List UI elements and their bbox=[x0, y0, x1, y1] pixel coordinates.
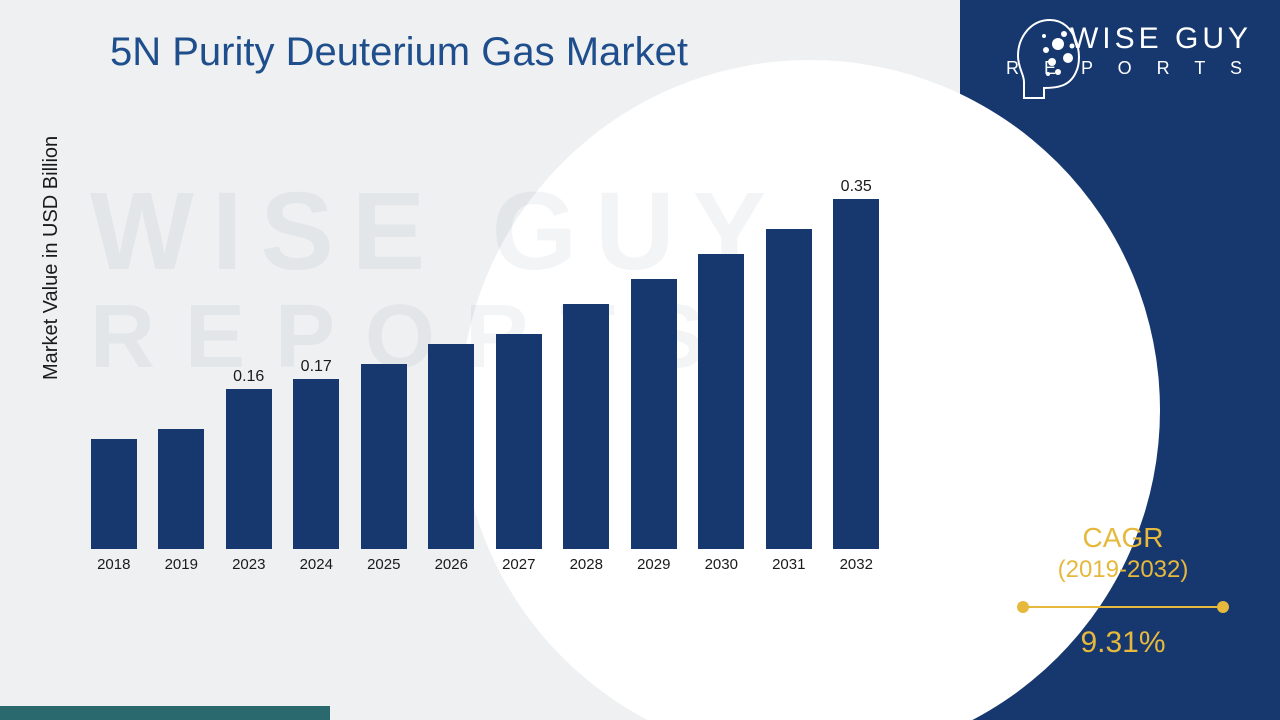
bar-slot: 0.16 bbox=[215, 170, 283, 549]
plot-region: 0.16 0.17 0.35 bbox=[80, 170, 890, 550]
x-tick-label: 2019 bbox=[148, 556, 216, 573]
bar bbox=[833, 199, 879, 549]
x-tick-label: 2018 bbox=[80, 556, 148, 573]
bar bbox=[428, 344, 474, 549]
x-tick-label: 2029 bbox=[620, 556, 688, 573]
bar bbox=[158, 429, 204, 549]
bar-slot bbox=[755, 170, 823, 549]
bar-value-label: 0.35 bbox=[841, 178, 872, 200]
cagr-box: CAGR (2019-2032) 9.31% bbox=[998, 522, 1248, 660]
bottom-accent-strip bbox=[0, 706, 330, 720]
x-tick-label: 2024 bbox=[283, 556, 351, 573]
bar-value-label: 0.16 bbox=[233, 368, 264, 390]
bar bbox=[698, 254, 744, 549]
cagr-divider bbox=[1023, 606, 1223, 608]
bar bbox=[631, 279, 677, 549]
bar-slot bbox=[350, 170, 418, 549]
logo-line1: WISE GUY bbox=[1006, 22, 1252, 56]
cagr-title: CAGR bbox=[998, 522, 1248, 554]
x-tick-label: 2027 bbox=[485, 556, 553, 573]
bar-slot bbox=[485, 170, 553, 549]
bar-slot bbox=[148, 170, 216, 549]
bar bbox=[361, 364, 407, 549]
bar-slot bbox=[418, 170, 486, 549]
bar bbox=[496, 334, 542, 549]
bar-chart: 0.160.170.35 201820192023202420252026202… bbox=[80, 170, 890, 590]
chart-title: 5N Purity Deuterium Gas Market bbox=[110, 30, 688, 75]
bar-slot: 0.17 bbox=[283, 170, 351, 549]
brand-logo: WISE GUY R E P O R T S bbox=[1006, 22, 1252, 79]
x-tick-label: 2028 bbox=[553, 556, 621, 573]
report-graphic: WISE GUY REPORTS 5N Purity Deuterium Gas… bbox=[0, 0, 1280, 720]
x-axis-labels: 2018201920232024202520262027202820292030… bbox=[80, 556, 890, 573]
bar-slot bbox=[620, 170, 688, 549]
bar-value-label: 0.17 bbox=[301, 358, 332, 380]
bar-slot bbox=[553, 170, 621, 549]
bars-container: 0.16 0.17 0.35 bbox=[80, 170, 890, 549]
cagr-value: 9.31% bbox=[998, 626, 1248, 660]
x-tick-label: 2026 bbox=[418, 556, 486, 573]
logo-line2: R E P O R T S bbox=[1006, 58, 1252, 79]
cagr-range: (2019-2032) bbox=[998, 556, 1248, 584]
bar-slot bbox=[688, 170, 756, 549]
x-tick-label: 2032 bbox=[823, 556, 891, 573]
x-tick-label: 2031 bbox=[755, 556, 823, 573]
x-tick-label: 2025 bbox=[350, 556, 418, 573]
y-axis-label: Market Value in USD Billion bbox=[40, 136, 63, 380]
x-tick-label: 2030 bbox=[688, 556, 756, 573]
bar bbox=[293, 379, 339, 549]
bar bbox=[226, 389, 272, 549]
bar bbox=[766, 229, 812, 549]
bar bbox=[563, 304, 609, 549]
bar-slot: 0.35 bbox=[823, 170, 891, 549]
bar bbox=[91, 439, 137, 549]
x-tick-label: 2023 bbox=[215, 556, 283, 573]
bar-slot bbox=[80, 170, 148, 549]
